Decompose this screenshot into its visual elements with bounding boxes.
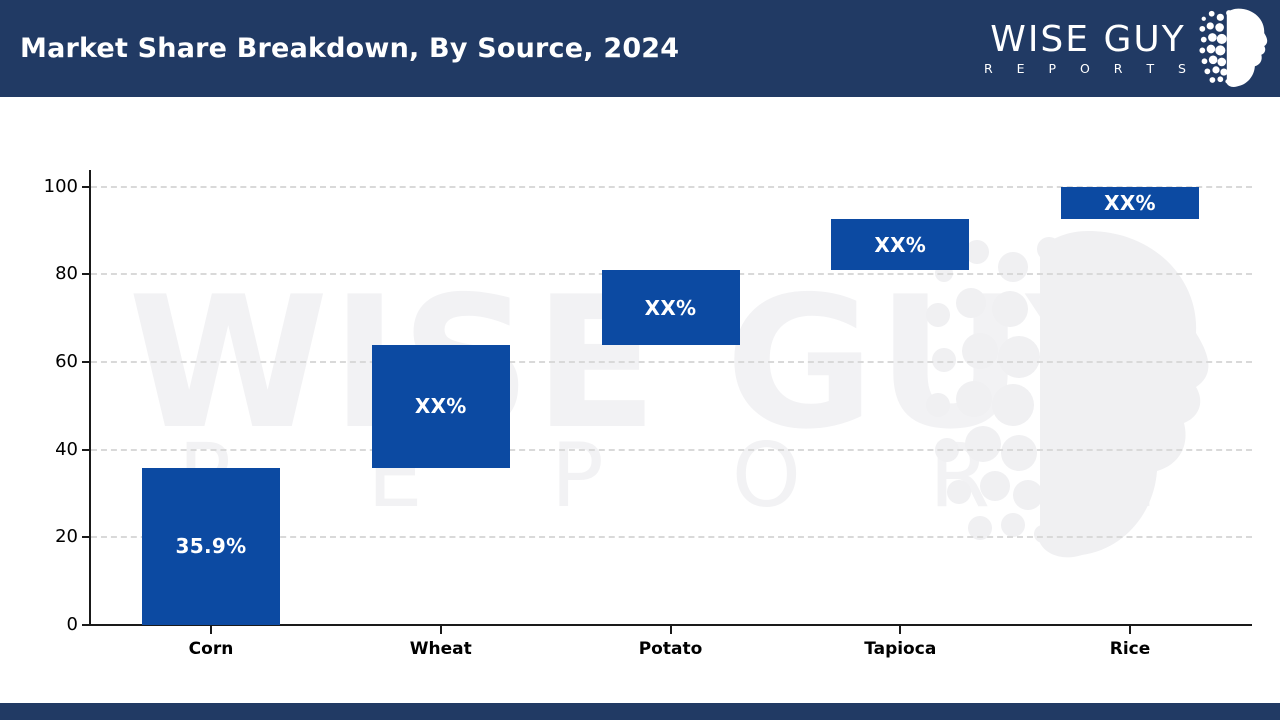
x-axis-label: Tapioca (864, 639, 937, 659)
y-tick-label: 80 (55, 263, 78, 285)
y-axis-tick (82, 360, 90, 363)
gridline (91, 360, 1252, 363)
y-axis-tick (82, 273, 90, 276)
footer-bar (0, 703, 1280, 720)
x-axis-spine (89, 624, 1252, 626)
gridline (91, 536, 1252, 539)
header-bar: Market Share Breakdown, By Source, 2024 … (0, 0, 1280, 97)
y-axis-tick (82, 536, 90, 539)
y-axis-tick (82, 448, 90, 451)
brand-wordmark-main: WISE GUY (990, 19, 1186, 61)
gridline (91, 185, 1252, 188)
bar: 35.9% (142, 467, 280, 625)
y-axis-tick (82, 185, 90, 188)
wiseguy-head-logo-icon (1199, 8, 1268, 87)
y-tick-label: 40 (55, 438, 78, 460)
y-axis-spine (89, 170, 91, 626)
y-tick-label: 60 (55, 350, 78, 372)
bar-value-label: XX% (1104, 191, 1156, 216)
gridline (91, 448, 1252, 451)
page-title: Market Share Breakdown, By Source, 2024 (20, 33, 680, 64)
x-axis-label: Potato (638, 639, 703, 659)
y-tick-label: 20 (55, 526, 78, 548)
x-axis-tick (439, 626, 442, 634)
x-axis-tick (899, 626, 902, 634)
brand-wordmark: WISE GUY R E P O R T S (980, 21, 1196, 76)
bar: XX% (601, 270, 740, 345)
x-axis-tick (210, 626, 212, 634)
x-axis-tick (669, 626, 672, 634)
brand-wordmark-sub: R E P O R T S (983, 60, 1196, 76)
y-tick-label: 0 (66, 614, 78, 635)
bar-value-label: XX% (874, 232, 927, 257)
bar: XX% (1061, 186, 1199, 220)
x-axis-tick (1129, 626, 1131, 634)
brand-logo: WISE GUY R E P O R T S (980, 7, 1280, 91)
y-axis-tick (82, 624, 90, 626)
bar-value-label: 35.9% (175, 534, 247, 559)
bar-value-label: XX% (414, 394, 467, 419)
bar: XX% (831, 219, 970, 271)
bar: XX% (371, 344, 510, 468)
y-tick-label: 100 (43, 175, 78, 197)
x-axis-label: Rice (1109, 639, 1151, 659)
bar-value-label: XX% (644, 295, 697, 320)
x-axis-label: Corn (188, 639, 234, 659)
x-axis-label: Wheat (409, 639, 472, 659)
